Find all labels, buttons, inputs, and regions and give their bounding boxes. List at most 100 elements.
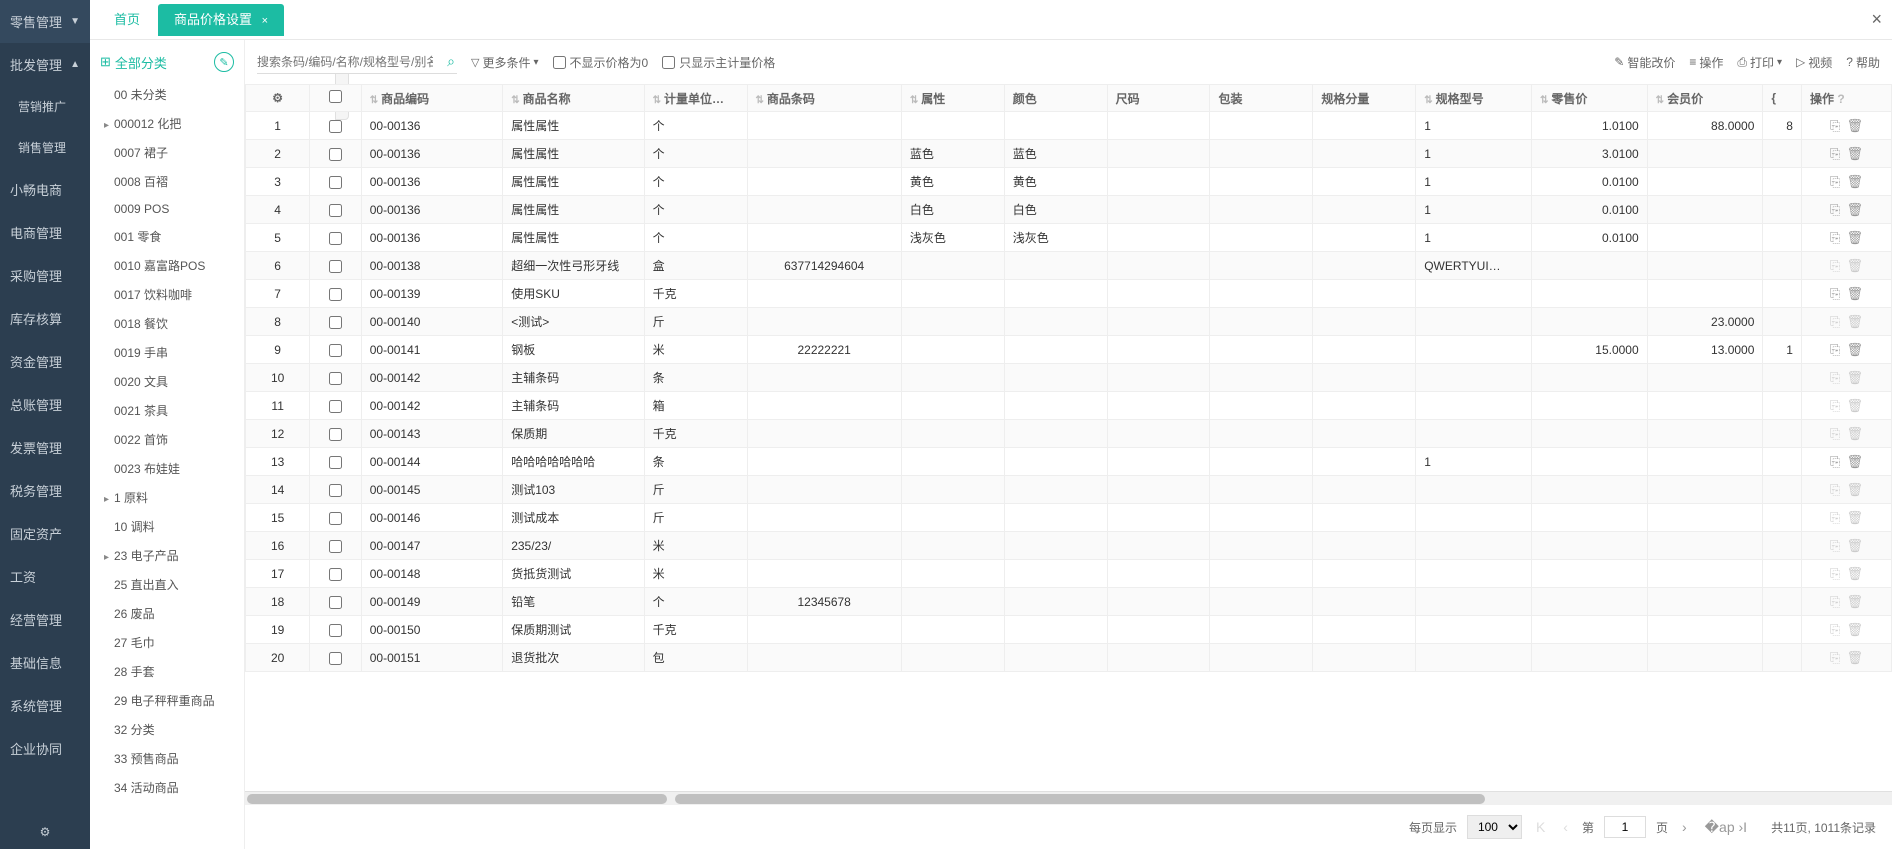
gear-header[interactable]: ⚙ — [246, 85, 310, 112]
cell-retail[interactable] — [1531, 616, 1647, 644]
sidebar-subitem[interactable]: 营销推广 — [0, 86, 90, 127]
row-checkbox[interactable] — [329, 316, 342, 329]
col-barcode[interactable]: ⇅商品条码 — [747, 85, 901, 112]
tree-node[interactable]: 29 电子秤秤重商品 — [90, 686, 244, 715]
delete-icon[interactable]: 🗑 — [1846, 454, 1863, 470]
scrollbar-thumb[interactable] — [247, 794, 667, 804]
sidebar-item[interactable]: 固定资产 — [0, 512, 90, 555]
cell-retail[interactable]: 3.0100 — [1531, 140, 1647, 168]
pager-next[interactable]: › — [1678, 819, 1691, 835]
row-checkbox[interactable] — [329, 484, 342, 497]
cell-member[interactable] — [1647, 504, 1763, 532]
smart-price-button[interactable]: ✎智能改价 — [1614, 54, 1675, 71]
tree-node[interactable]: 33 预售商品 — [90, 744, 244, 773]
col-specqty[interactable]: 规格分量 — [1313, 85, 1416, 112]
cell-member[interactable] — [1647, 280, 1763, 308]
col-pack[interactable]: 包装 — [1210, 85, 1313, 112]
col-name[interactable]: ⇅商品名称 — [503, 85, 644, 112]
table-row[interactable]: 300-00136属性属性个黄色黄色10.0100⎘🗑 — [246, 168, 1892, 196]
cell-retail[interactable] — [1531, 532, 1647, 560]
tree-node[interactable]: 34 活动商品 — [90, 773, 244, 802]
cell-member[interactable] — [1647, 168, 1763, 196]
cell-retail[interactable] — [1531, 644, 1647, 672]
row-checkbox[interactable] — [329, 372, 342, 385]
delete-icon[interactable]: 🗑 — [1846, 286, 1863, 302]
tree-node[interactable]: 26 废品 — [90, 599, 244, 628]
col-color[interactable]: 颜色 — [1004, 85, 1107, 112]
tree-node[interactable]: 0020 文具 — [90, 367, 244, 396]
card-icon[interactable]: ⎘ — [1830, 174, 1840, 190]
delete-icon[interactable]: 🗑 — [1846, 202, 1863, 218]
tree-node[interactable]: 32 分类 — [90, 715, 244, 744]
sidebar-item[interactable]: 工资 — [0, 555, 90, 598]
table-row[interactable]: 1100-00142主辅条码箱⎘🗑 — [246, 392, 1892, 420]
col-unit[interactable]: ⇅计量单位… — [644, 85, 747, 112]
cell-retail[interactable] — [1531, 420, 1647, 448]
card-icon[interactable]: ⎘ — [1830, 286, 1840, 302]
tree-node[interactable]: ▸000012 化把 — [90, 109, 244, 138]
tree-node[interactable]: 00 未分类 — [90, 80, 244, 109]
cell-member[interactable] — [1647, 364, 1763, 392]
search-icon[interactable]: ⌕ — [447, 53, 455, 70]
operation-button[interactable]: ≡操作 — [1689, 54, 1723, 71]
col-code[interactable]: ⇅商品编码 — [361, 85, 502, 112]
cell-retail[interactable]: 0.0100 — [1531, 196, 1647, 224]
table-row[interactable]: 400-00136属性属性个白色白色10.0100⎘🗑 — [246, 196, 1892, 224]
cell-retail[interactable]: 1.0100 — [1531, 112, 1647, 140]
table-row[interactable]: 1900-00150保质期测试千克⎘🗑 — [246, 616, 1892, 644]
show-main-checkbox[interactable]: 只显示主计量价格 — [662, 54, 775, 71]
search-input[interactable] — [257, 51, 457, 74]
cell-retail[interactable]: 0.0100 — [1531, 224, 1647, 252]
tree-node[interactable]: 0022 首饰 — [90, 425, 244, 454]
sidebar-item[interactable]: 零售管理▼ — [0, 0, 90, 43]
video-button[interactable]: ▷视频 — [1796, 54, 1832, 71]
tree-root-label[interactable]: 全部分类 — [115, 53, 167, 72]
cell-member[interactable]: 88.0000 — [1647, 112, 1763, 140]
delete-icon[interactable]: 🗑 — [1846, 230, 1863, 246]
cell-member[interactable] — [1647, 644, 1763, 672]
close-icon[interactable]: × — [262, 15, 268, 27]
cell-retail[interactable] — [1531, 448, 1647, 476]
cell-retail[interactable] — [1531, 392, 1647, 420]
sidebar-item[interactable]: 系统管理 — [0, 684, 90, 727]
sidebar-item[interactable]: 电商管理 — [0, 211, 90, 254]
print-button[interactable]: ⎙打印▾ — [1737, 54, 1782, 71]
sidebar-item[interactable]: 税务管理 — [0, 469, 90, 512]
cell-member[interactable] — [1647, 560, 1763, 588]
cell-member[interactable] — [1647, 224, 1763, 252]
more-conditions-button[interactable]: ▽ 更多条件 ▾ — [471, 54, 539, 71]
sidebar-item[interactable]: 采购管理 — [0, 254, 90, 297]
cell-member[interactable] — [1647, 588, 1763, 616]
tree-node[interactable]: 0018 餐饮 — [90, 309, 244, 338]
tree-node[interactable]: 001 零食 — [90, 222, 244, 251]
pager-last[interactable]: ›I — [1735, 819, 1752, 835]
table-row[interactable]: 1300-00144哈哈哈哈哈哈哈条1⎘🗑 — [246, 448, 1892, 476]
card-icon[interactable]: ⎘ — [1830, 342, 1840, 358]
sidebar-item[interactable]: 经营管理 — [0, 598, 90, 641]
tab-home[interactable]: 首页 — [98, 4, 156, 36]
row-checkbox[interactable] — [329, 568, 342, 581]
cell-retail[interactable] — [1531, 252, 1647, 280]
cell-member[interactable] — [1647, 532, 1763, 560]
row-checkbox[interactable] — [329, 652, 342, 665]
sidebar-item[interactable]: 发票管理 — [0, 426, 90, 469]
row-checkbox[interactable] — [329, 176, 342, 189]
cell-member[interactable] — [1647, 392, 1763, 420]
help-button[interactable]: ?帮助 — [1846, 54, 1880, 71]
cell-member[interactable] — [1647, 196, 1763, 224]
card-icon[interactable]: ⎘ — [1830, 146, 1840, 162]
cell-member[interactable]: 23.0000 — [1647, 308, 1763, 336]
tree-node[interactable]: 0019 手串 — [90, 338, 244, 367]
col-specmodel[interactable]: ⇅规格型号 — [1416, 85, 1532, 112]
card-icon[interactable]: ⎘ — [1830, 230, 1840, 246]
sidebar-item[interactable]: 小畅电商 — [0, 168, 90, 211]
col-attr[interactable]: ⇅属性 — [901, 85, 1004, 112]
tree-node[interactable]: 27 毛巾 — [90, 628, 244, 657]
sidebar-item[interactable]: 总账管理 — [0, 383, 90, 426]
table-row[interactable]: 900-00141钢板米2222222115.000013.00001⎘🗑 — [246, 336, 1892, 364]
checkbox-header[interactable] — [310, 85, 361, 112]
table-row[interactable]: 1700-00148货抵货测试米⎘🗑 — [246, 560, 1892, 588]
col-retail[interactable]: ⇅零售价 — [1531, 85, 1647, 112]
table-row[interactable]: 200-00136属性属性个蓝色蓝色13.0100⎘🗑 — [246, 140, 1892, 168]
tree-node[interactable]: 0007 裙子 — [90, 138, 244, 167]
